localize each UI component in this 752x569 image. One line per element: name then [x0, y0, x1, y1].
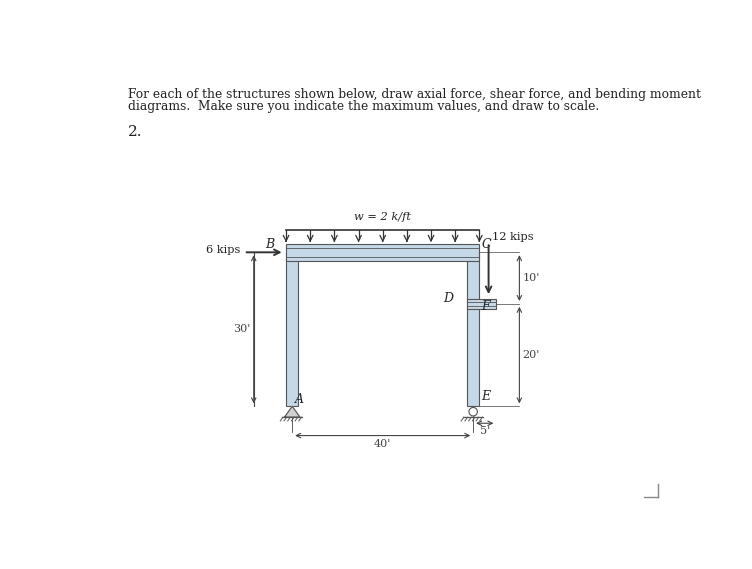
Text: A: A — [295, 393, 304, 406]
Text: w = 2 k/ft: w = 2 k/ft — [354, 212, 411, 222]
Bar — [286, 244, 479, 261]
Bar — [286, 252, 299, 406]
Bar — [467, 252, 479, 406]
Text: 30': 30' — [233, 324, 250, 335]
Polygon shape — [284, 406, 300, 417]
Text: 5': 5' — [480, 426, 490, 436]
Bar — [467, 299, 496, 310]
Text: diagrams.  Make sure you indicate the maximum values, and draw to scale.: diagrams. Make sure you indicate the max… — [129, 100, 599, 113]
Text: 10': 10' — [523, 273, 540, 283]
Text: 2.: 2. — [129, 125, 143, 139]
Text: C: C — [481, 238, 491, 251]
Text: 6 kips: 6 kips — [206, 245, 241, 255]
Text: 12 kips: 12 kips — [492, 232, 533, 241]
Text: F: F — [481, 300, 490, 313]
Text: B: B — [265, 238, 274, 251]
Text: 40': 40' — [374, 439, 391, 450]
Circle shape — [469, 407, 478, 416]
Text: D: D — [443, 292, 453, 306]
Text: 20': 20' — [523, 350, 540, 360]
Text: For each of the structures shown below, draw axial force, shear force, and bendi: For each of the structures shown below, … — [129, 88, 701, 101]
Text: E: E — [481, 390, 491, 403]
